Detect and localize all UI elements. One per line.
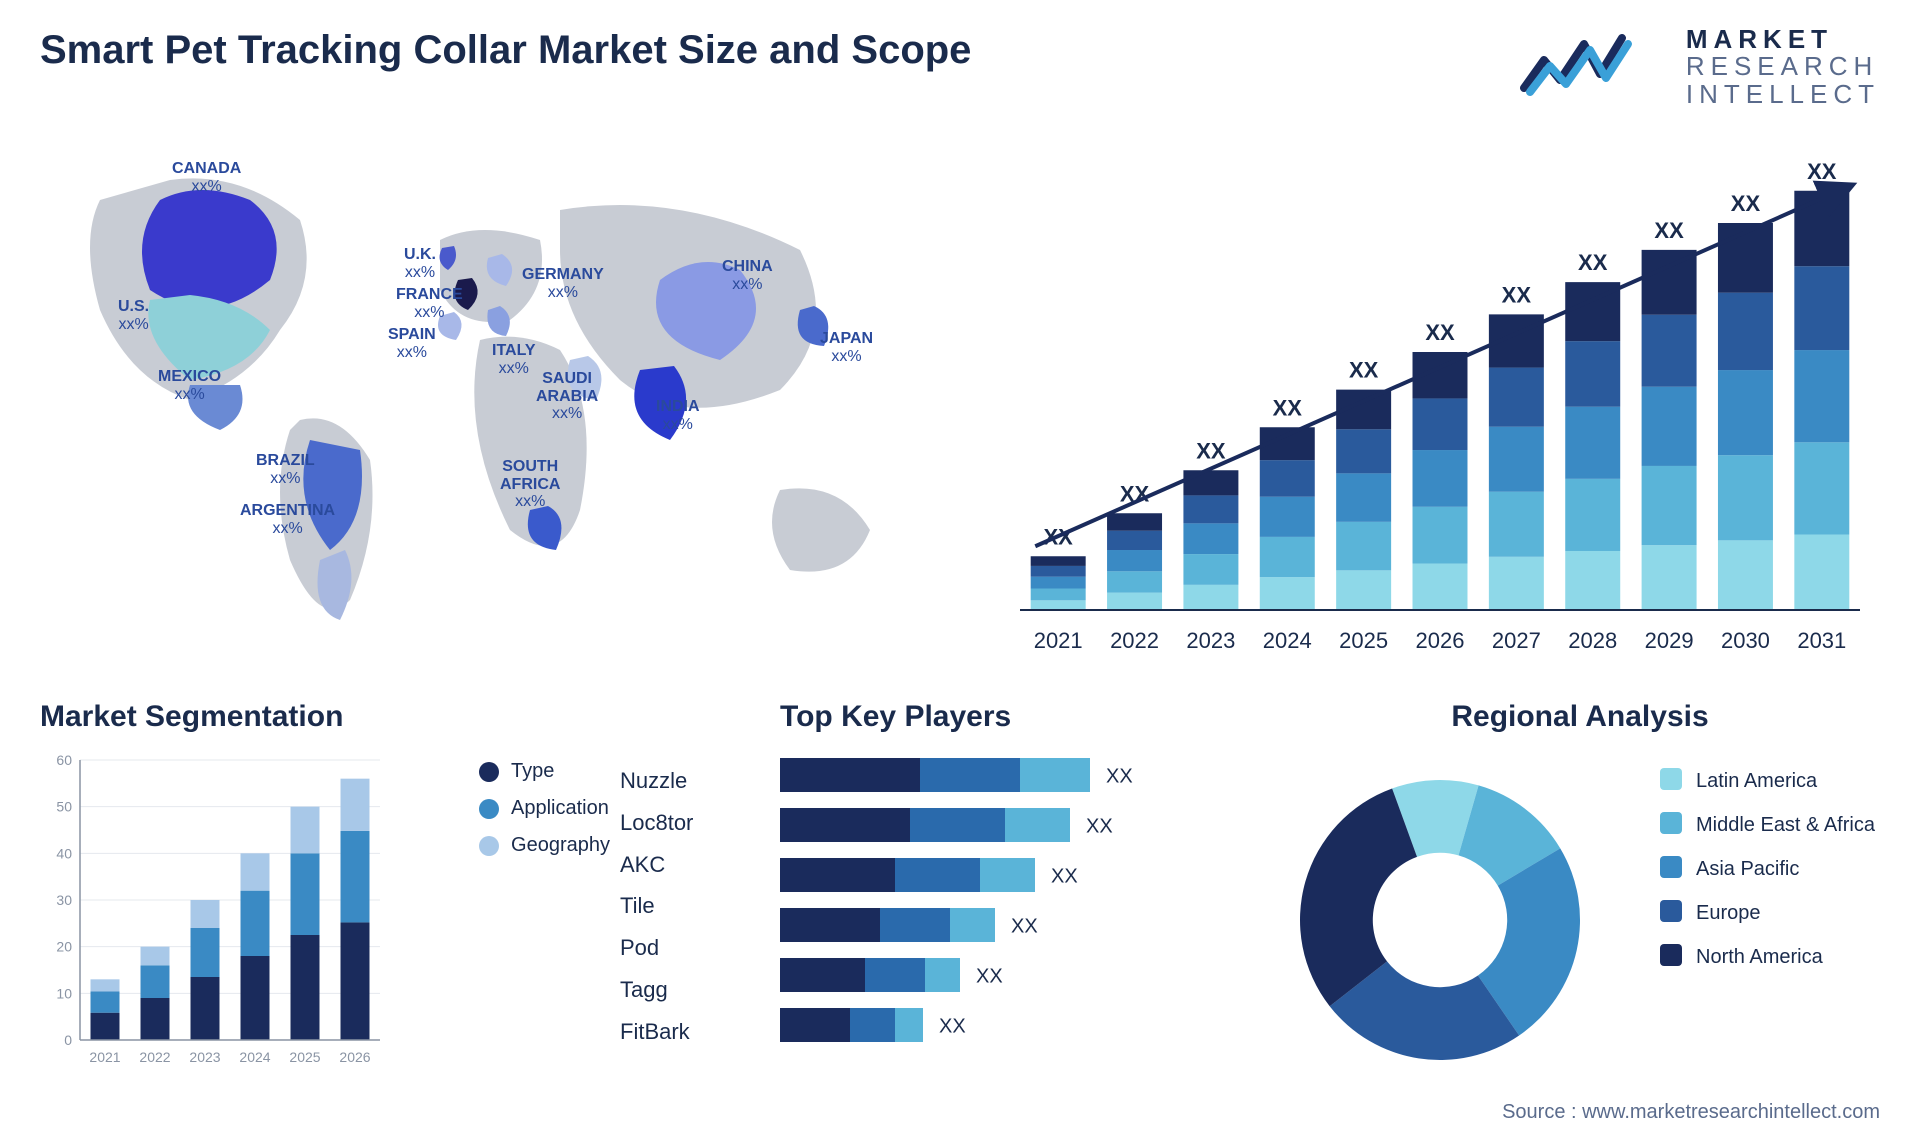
player-akc: AKC (620, 844, 693, 886)
svg-text:10: 10 (56, 985, 72, 1001)
logo-text-2: RESEARCH (1686, 53, 1880, 80)
player-loc8tor: Loc8tor (620, 802, 693, 844)
seg-legend-application: Application (479, 797, 610, 820)
region-legend-europe: Europe (1660, 900, 1890, 926)
regional-donut-chart (1280, 760, 1600, 1080)
market-growth-chart: XX 2021 XX 2022 XX 2023 XX 2024 XX 2025 XX 2026 XX 20… (1000, 150, 1880, 670)
seg-legend-type: Type (479, 760, 610, 783)
brand-logo: MARKET RESEARCH INTELLECT (1520, 10, 1880, 110)
map-label-mexico: MEXICOxx% (158, 368, 221, 403)
player-pod: Pod (620, 927, 693, 969)
key-players-title: Top Key Players (780, 700, 1260, 734)
map-label-canada: CANADAxx% (172, 160, 241, 195)
svg-text:2022: 2022 (1110, 628, 1159, 653)
map-label-germany: GERMANYxx% (522, 266, 604, 301)
svg-text:XX: XX (1425, 320, 1455, 345)
svg-text:XX: XX (1731, 191, 1761, 216)
map-label-china: CHINAxx% (722, 258, 773, 293)
svg-text:2024: 2024 (1263, 628, 1312, 653)
svg-text:2023: 2023 (1186, 628, 1235, 653)
segmentation-title: Market Segmentation (40, 700, 600, 734)
svg-text:XX: XX (1654, 218, 1684, 243)
svg-text:60: 60 (56, 752, 72, 768)
key-players-list: NuzzleLoc8torAKCTilePodTaggFitBark (620, 760, 693, 1053)
world-map-panel: CANADAxx% U.S.xx% MEXICOxx% BRAZILxx% ARGENT… (40, 130, 940, 670)
svg-text:2023: 2023 (189, 1049, 220, 1065)
region-legend-middle-east-africa: Middle East & Africa (1660, 812, 1890, 838)
regional-panel: Regional Analysis Latin AmericaMiddle Ea… (1280, 700, 1880, 1100)
key-players-bar-chart: XX XX XX XX XX XX (780, 758, 1260, 1078)
player-tagg: Tagg (620, 969, 693, 1011)
svg-text:2022: 2022 (139, 1049, 170, 1065)
regional-legend: Latin America Middle East & Africa Asia Pa… (1660, 768, 1890, 988)
map-label-u-s-: U.S.xx% (118, 298, 149, 333)
map-label-brazil: BRAZILxx% (256, 452, 315, 487)
svg-text:2021: 2021 (89, 1049, 120, 1065)
svg-text:2025: 2025 (289, 1049, 320, 1065)
svg-text:XX: XX (976, 965, 1003, 987)
svg-text:50: 50 (56, 799, 72, 815)
svg-text:2030: 2030 (1721, 628, 1770, 653)
map-label-argentina: ARGENTINAxx% (240, 502, 335, 537)
regional-title: Regional Analysis (1280, 700, 1880, 734)
svg-text:XX: XX (1502, 282, 1532, 307)
player-tile: Tile (620, 885, 693, 927)
map-label-india: INDIAxx% (656, 398, 700, 433)
svg-text:30: 30 (56, 892, 72, 908)
svg-text:2021: 2021 (1034, 628, 1083, 653)
svg-text:XX: XX (1011, 915, 1038, 937)
map-label-saudi-arabia: SAUDIARABIAxx% (536, 370, 598, 423)
svg-text:XX: XX (1349, 358, 1379, 383)
region-legend-asia-pacific: Asia Pacific (1660, 856, 1890, 882)
map-label-italy: ITALYxx% (492, 342, 536, 377)
svg-text:XX: XX (1196, 438, 1226, 463)
player-nuzzle: Nuzzle (620, 760, 693, 802)
map-label-spain: SPAINxx% (388, 326, 436, 361)
svg-text:2026: 2026 (1416, 628, 1465, 653)
logo-text-1: MARKET (1686, 26, 1880, 53)
svg-text:20: 20 (56, 939, 72, 955)
source-attribution: Source : www.marketresearchintellect.com (1502, 1101, 1880, 1124)
segmentation-chart: 0 10 20 30 40 50 60 2021 2022 2023 2024 2025 2026 (40, 750, 390, 1080)
svg-text:XX: XX (1578, 250, 1608, 275)
map-label-u-k-: U.K.xx% (404, 246, 436, 281)
map-label-japan: JAPANxx% (820, 330, 873, 365)
svg-text:2027: 2027 (1492, 628, 1541, 653)
svg-text:2028: 2028 (1568, 628, 1617, 653)
region-legend-north-america: North America (1660, 944, 1890, 970)
svg-text:0: 0 (64, 1032, 72, 1048)
svg-text:2024: 2024 (239, 1049, 270, 1065)
svg-text:XX: XX (939, 1015, 966, 1037)
svg-text:XX: XX (1807, 159, 1837, 184)
svg-text:XX: XX (1106, 765, 1133, 787)
svg-text:XX: XX (1086, 815, 1113, 837)
map-label-south-africa: SOUTHAFRICAxx% (500, 458, 560, 511)
region-legend-latin-america: Latin America (1660, 768, 1890, 794)
seg-legend-geography: Geography (479, 834, 610, 857)
map-label-france: FRANCExx% (396, 286, 463, 321)
svg-text:2025: 2025 (1339, 628, 1388, 653)
svg-text:2029: 2029 (1645, 628, 1694, 653)
svg-text:XX: XX (1273, 395, 1303, 420)
page-title: Smart Pet Tracking Collar Market Size an… (40, 28, 971, 73)
svg-text:XX: XX (1051, 865, 1078, 887)
svg-text:2031: 2031 (1797, 628, 1846, 653)
segmentation-legend: Type Application Geography (479, 760, 610, 871)
svg-text:2026: 2026 (339, 1049, 370, 1065)
svg-text:40: 40 (56, 845, 72, 861)
logo-mark-icon (1520, 30, 1640, 100)
key-players-panel: Top Key Players NuzzleLoc8torAKCTilePodT… (620, 700, 1260, 1100)
segmentation-panel: Market Segmentation 0 10 20 30 40 50 60 2021 202… (40, 700, 600, 1100)
logo-text-3: INTELLECT (1686, 81, 1880, 108)
player-fitbark: FitBark (620, 1011, 693, 1053)
